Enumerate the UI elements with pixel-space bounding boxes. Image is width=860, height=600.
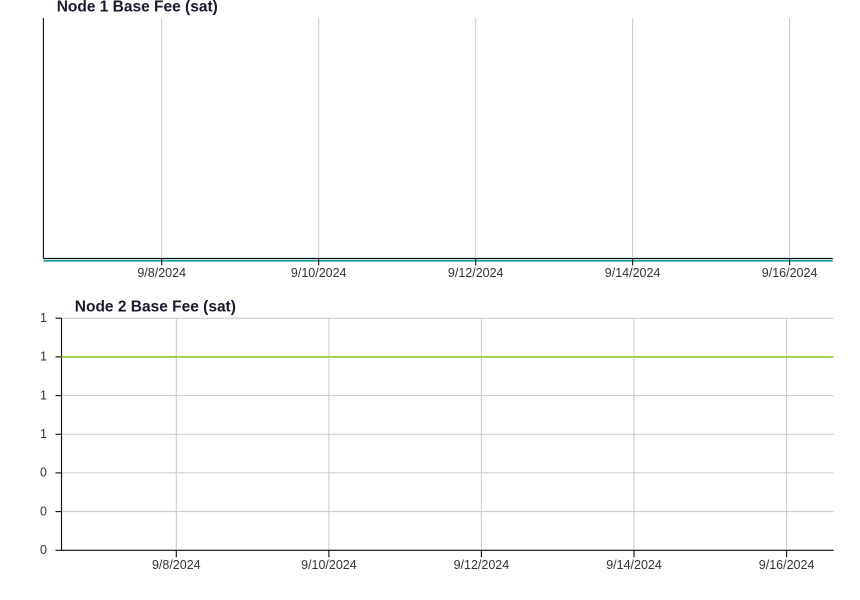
svg-text:1: 1 — [40, 350, 47, 364]
svg-text:0: 0 — [40, 543, 47, 557]
svg-text:9/16/2024: 9/16/2024 — [762, 266, 818, 280]
svg-text:9/8/2024: 9/8/2024 — [137, 266, 186, 280]
svg-text:9/14/2024: 9/14/2024 — [605, 266, 661, 280]
svg-text:0: 0 — [40, 504, 47, 518]
svg-text:9/16/2024: 9/16/2024 — [759, 558, 815, 572]
svg-text:9/8/2024: 9/8/2024 — [152, 558, 201, 572]
svg-text:1: 1 — [40, 311, 47, 325]
svg-text:9/10/2024: 9/10/2024 — [291, 266, 347, 280]
svg-text:9/12/2024: 9/12/2024 — [448, 266, 504, 280]
svg-text:Node 1 Base Fee (sat): Node 1 Base Fee (sat) — [57, 0, 218, 16]
svg-text:Node 2 Base Fee (sat): Node 2 Base Fee (sat) — [75, 300, 236, 316]
svg-text:9/14/2024: 9/14/2024 — [606, 558, 662, 572]
svg-text:1: 1 — [40, 388, 47, 402]
svg-text:0: 0 — [40, 466, 47, 480]
svg-text:9/12/2024: 9/12/2024 — [454, 558, 510, 572]
svg-text:9/10/2024: 9/10/2024 — [301, 558, 357, 572]
svg-text:1: 1 — [40, 427, 47, 441]
